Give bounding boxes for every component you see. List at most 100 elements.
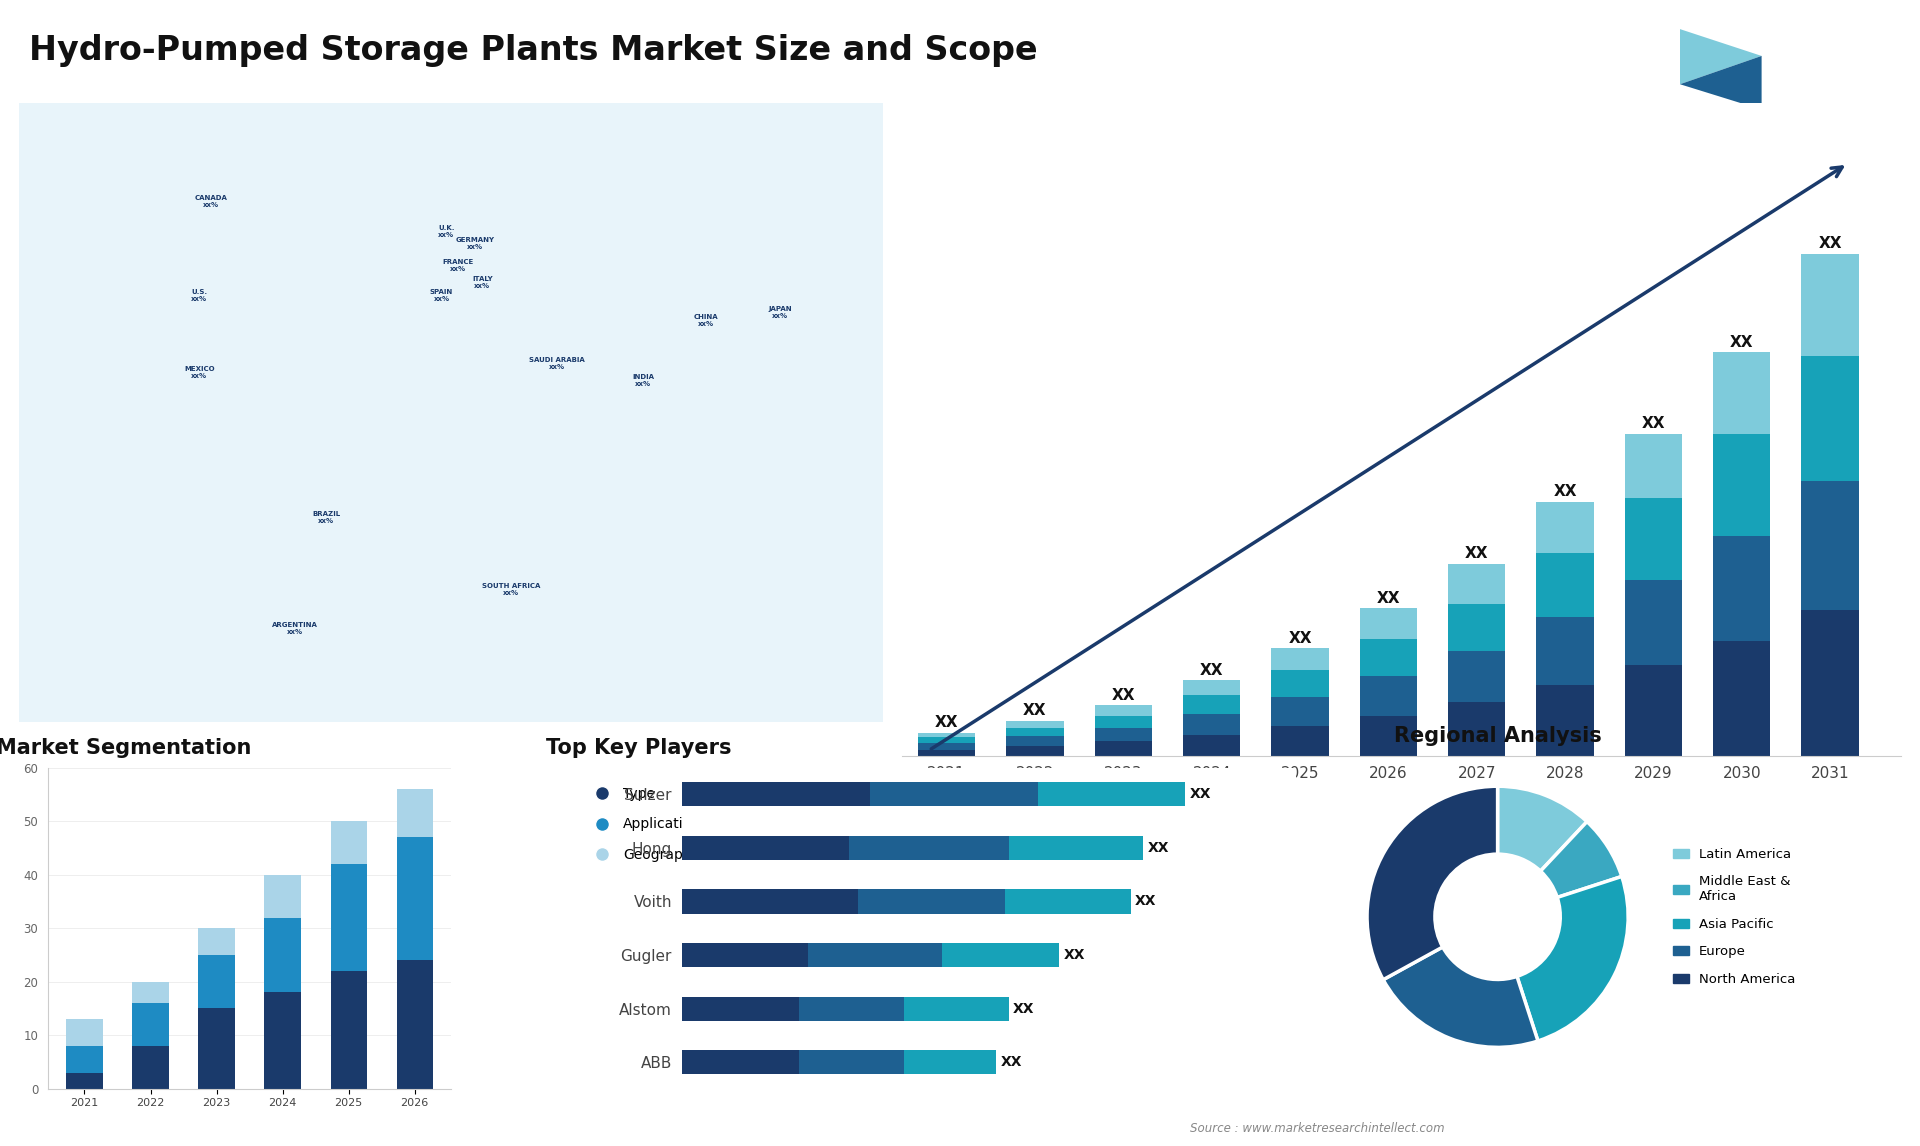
- Text: XX: XX: [935, 715, 958, 730]
- Text: MEXICO
xx%: MEXICO xx%: [184, 366, 215, 378]
- Text: MARKET: MARKET: [1786, 54, 1834, 64]
- Bar: [918, 749, 975, 756]
- Text: CANADA
xx%: CANADA xx%: [194, 195, 228, 207]
- Text: Top Key Players: Top Key Players: [547, 738, 732, 758]
- Bar: [1004, 889, 1131, 913]
- Text: XX: XX: [1730, 335, 1753, 350]
- Bar: [330, 864, 367, 971]
- Wedge shape: [1382, 947, 1538, 1047]
- Legend: Type, Application, Geography: Type, Application, Geography: [582, 782, 707, 868]
- Bar: [132, 1046, 169, 1089]
- Bar: [682, 835, 849, 860]
- Text: ITALY
xx%: ITALY xx%: [472, 276, 493, 289]
- Bar: [1359, 609, 1417, 638]
- Text: RESEARCH: RESEARCH: [1786, 79, 1847, 89]
- Text: SAUDI ARABIA
xx%: SAUDI ARABIA xx%: [528, 358, 586, 370]
- Bar: [1183, 735, 1240, 756]
- Bar: [1359, 715, 1417, 756]
- Bar: [799, 1050, 904, 1074]
- Bar: [1359, 638, 1417, 676]
- Bar: [132, 982, 169, 1003]
- Bar: [1094, 715, 1152, 728]
- Bar: [1448, 702, 1505, 756]
- Bar: [1448, 564, 1505, 604]
- Bar: [330, 971, 367, 1089]
- Bar: [1271, 670, 1329, 697]
- Bar: [1536, 502, 1594, 552]
- Bar: [1008, 835, 1142, 860]
- Bar: [67, 1019, 102, 1046]
- Bar: [1448, 604, 1505, 651]
- Bar: [67, 1073, 102, 1089]
- Bar: [870, 783, 1039, 807]
- Bar: [1006, 746, 1064, 756]
- Text: Market Segmentation: Market Segmentation: [0, 738, 252, 758]
- Bar: [397, 838, 432, 960]
- Bar: [1006, 736, 1064, 746]
- Bar: [1713, 352, 1770, 434]
- Bar: [265, 874, 301, 918]
- Bar: [1801, 355, 1859, 481]
- Bar: [132, 1003, 169, 1046]
- Bar: [1006, 728, 1064, 736]
- Bar: [1359, 676, 1417, 715]
- Text: XX: XX: [1553, 484, 1576, 499]
- Bar: [1713, 535, 1770, 641]
- Bar: [198, 955, 234, 1008]
- Bar: [1624, 580, 1682, 665]
- Text: XX: XX: [1188, 787, 1212, 801]
- Text: FRANCE
xx%: FRANCE xx%: [444, 259, 474, 272]
- Bar: [799, 997, 904, 1021]
- Bar: [330, 822, 367, 864]
- Text: JAPAN
xx%: JAPAN xx%: [768, 306, 791, 319]
- Bar: [858, 889, 1004, 913]
- Polygon shape: [1680, 56, 1763, 110]
- Bar: [1183, 696, 1240, 714]
- Bar: [682, 1050, 799, 1074]
- Text: XX: XX: [1200, 662, 1223, 677]
- Text: CHINA
xx%: CHINA xx%: [693, 314, 718, 328]
- Wedge shape: [1367, 786, 1498, 980]
- Bar: [1801, 481, 1859, 611]
- Bar: [1094, 706, 1152, 715]
- Bar: [1271, 725, 1329, 756]
- Text: XX: XX: [1135, 895, 1156, 909]
- Legend: Latin America, Middle East &
Africa, Asia Pacific, Europe, North America: Latin America, Middle East & Africa, Asi…: [1667, 842, 1801, 991]
- Bar: [67, 1046, 102, 1073]
- Text: U.K.
xx%: U.K. xx%: [438, 225, 455, 237]
- Text: XX: XX: [1023, 704, 1046, 719]
- Title: Regional Analysis: Regional Analysis: [1394, 727, 1601, 746]
- Bar: [1536, 685, 1594, 756]
- Bar: [1271, 697, 1329, 725]
- Wedge shape: [1540, 822, 1622, 897]
- Text: SOUTH AFRICA
xx%: SOUTH AFRICA xx%: [482, 583, 540, 596]
- Bar: [682, 943, 808, 967]
- Bar: [918, 743, 975, 749]
- Wedge shape: [1517, 877, 1628, 1041]
- Bar: [198, 928, 234, 955]
- Bar: [198, 1008, 234, 1089]
- Bar: [918, 737, 975, 743]
- Bar: [904, 997, 1008, 1021]
- Text: XX: XX: [1148, 841, 1169, 855]
- Text: XX: XX: [1465, 547, 1488, 562]
- Wedge shape: [1498, 786, 1588, 871]
- Bar: [682, 783, 870, 807]
- Bar: [1624, 434, 1682, 499]
- Bar: [918, 732, 975, 737]
- Bar: [1183, 714, 1240, 735]
- Text: XX: XX: [1818, 236, 1841, 251]
- Bar: [808, 943, 943, 967]
- Bar: [1183, 681, 1240, 696]
- Bar: [943, 943, 1060, 967]
- Text: XX: XX: [1014, 1002, 1035, 1015]
- Bar: [1801, 254, 1859, 355]
- Text: SPAIN
xx%: SPAIN xx%: [430, 289, 453, 301]
- Bar: [397, 960, 432, 1089]
- Bar: [1624, 665, 1682, 756]
- Text: ARGENTINA
xx%: ARGENTINA xx%: [273, 621, 319, 635]
- Text: XX: XX: [1112, 688, 1135, 702]
- Text: XX: XX: [1377, 590, 1400, 605]
- Text: U.S.
xx%: U.S. xx%: [192, 289, 207, 301]
- Text: XX: XX: [1642, 416, 1665, 431]
